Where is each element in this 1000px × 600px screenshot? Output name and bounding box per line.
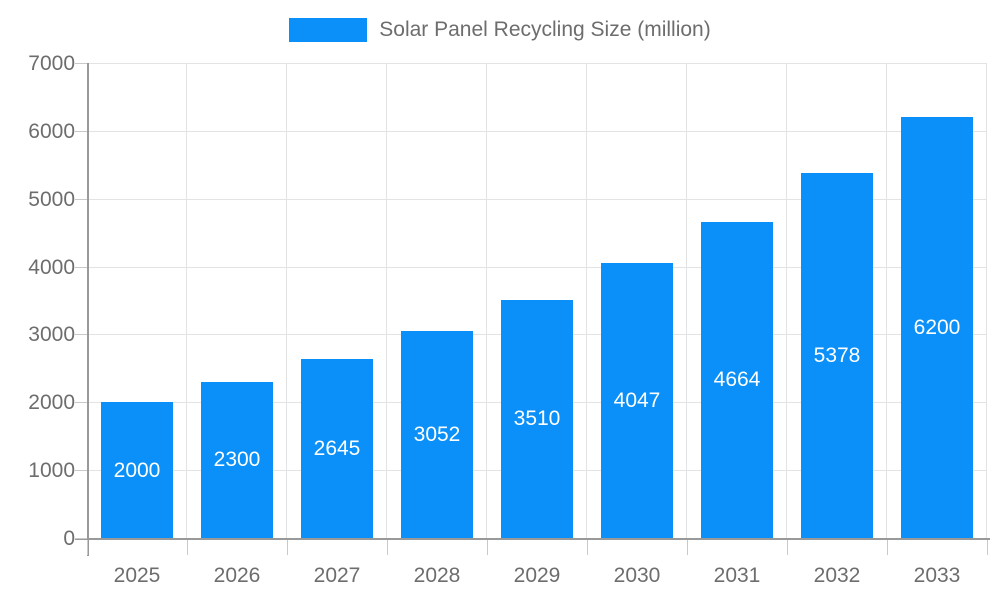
x-tick-label: 2026 (213, 564, 261, 587)
bar-2025: 2000 (101, 402, 173, 538)
y-tick-mark (75, 402, 87, 404)
y-tick-mark (75, 538, 87, 539)
bar-value-label: 2645 (313, 436, 361, 460)
plot-area: 2000 2300 2645 3052 3510 4047 4664 5378 6200 (87, 63, 987, 538)
x-tick-label: 2032 (813, 564, 861, 587)
x-tick-mark (787, 540, 788, 555)
h-gridline (87, 130, 987, 132)
x-tick-mark (487, 540, 488, 555)
bar-2028: 3052 (401, 330, 473, 538)
x-tick-mark (87, 540, 88, 555)
y-tick-label: 4000 (28, 255, 75, 279)
y-tick-mark (75, 470, 87, 472)
bar-2030: 4047 (601, 263, 673, 538)
bar-2027: 2645 (301, 358, 373, 538)
y-tick-label: 1000 (28, 459, 75, 483)
x-tick-mark (887, 540, 888, 555)
y-tick-mark (75, 266, 87, 268)
v-gridline (886, 63, 887, 538)
v-gridline (286, 63, 287, 538)
y-tick-label: 5000 (28, 187, 75, 211)
h-gridline (87, 63, 987, 64)
x-tick-label: 2027 (313, 564, 361, 587)
v-gridline (786, 63, 787, 538)
x-tick-mark (687, 540, 688, 555)
bar-value-label: 3510 (513, 407, 561, 431)
y-tick-mark (75, 334, 87, 336)
bar-2032: 5378 (801, 173, 873, 538)
v-gridline (986, 63, 987, 538)
bar-value-label: 2300 (213, 448, 261, 472)
bar-value-label: 6200 (913, 316, 961, 340)
x-axis-line (75, 538, 990, 540)
bar-value-label: 2000 (113, 458, 161, 482)
bar-2031: 4664 (701, 221, 773, 538)
bar-value-label: 5378 (813, 344, 861, 368)
x-tick-label: 2028 (413, 564, 461, 587)
y-tick-label: 0 (63, 527, 75, 550)
v-gridline (186, 63, 187, 538)
bar-2026: 2300 (201, 381, 273, 538)
x-tick-mark (187, 540, 188, 555)
v-gridline (686, 63, 687, 538)
x-tick-label: 2029 (513, 564, 561, 587)
legend: Solar Panel Recycling Size (million) (0, 18, 1000, 42)
legend-swatch (289, 18, 368, 42)
v-gridline (486, 63, 487, 538)
legend-label: Solar Panel Recycling Size (million) (379, 18, 711, 41)
x-tick-mark (387, 540, 388, 555)
y-tick-mark (75, 198, 87, 200)
bar-value-label: 3052 (413, 422, 461, 446)
bar-2029: 3510 (501, 299, 573, 538)
y-tick-mark (75, 63, 87, 64)
x-tick-label: 2031 (713, 564, 761, 587)
bar-value-label: 4047 (613, 389, 661, 413)
h-gridline (87, 266, 987, 268)
y-tick-label: 2000 (28, 391, 75, 415)
bar-2033: 6200 (901, 117, 973, 538)
y-tick-mark (75, 130, 87, 132)
v-gridline (386, 63, 387, 538)
x-tick-label: 2030 (613, 564, 661, 587)
bar-value-label: 4664 (713, 368, 761, 392)
h-gridline (87, 198, 987, 200)
x-tick-mark (987, 540, 988, 555)
x-tick-mark (587, 540, 588, 555)
v-gridline (586, 63, 587, 538)
y-tick-label: 3000 (28, 323, 75, 347)
y-tick-label: 6000 (28, 119, 75, 143)
x-tick-label: 2025 (113, 564, 161, 587)
x-tick-mark (287, 540, 288, 555)
y-axis-line (87, 63, 89, 556)
x-tick-label: 2033 (913, 564, 961, 587)
y-tick-label: 7000 (28, 52, 75, 75)
